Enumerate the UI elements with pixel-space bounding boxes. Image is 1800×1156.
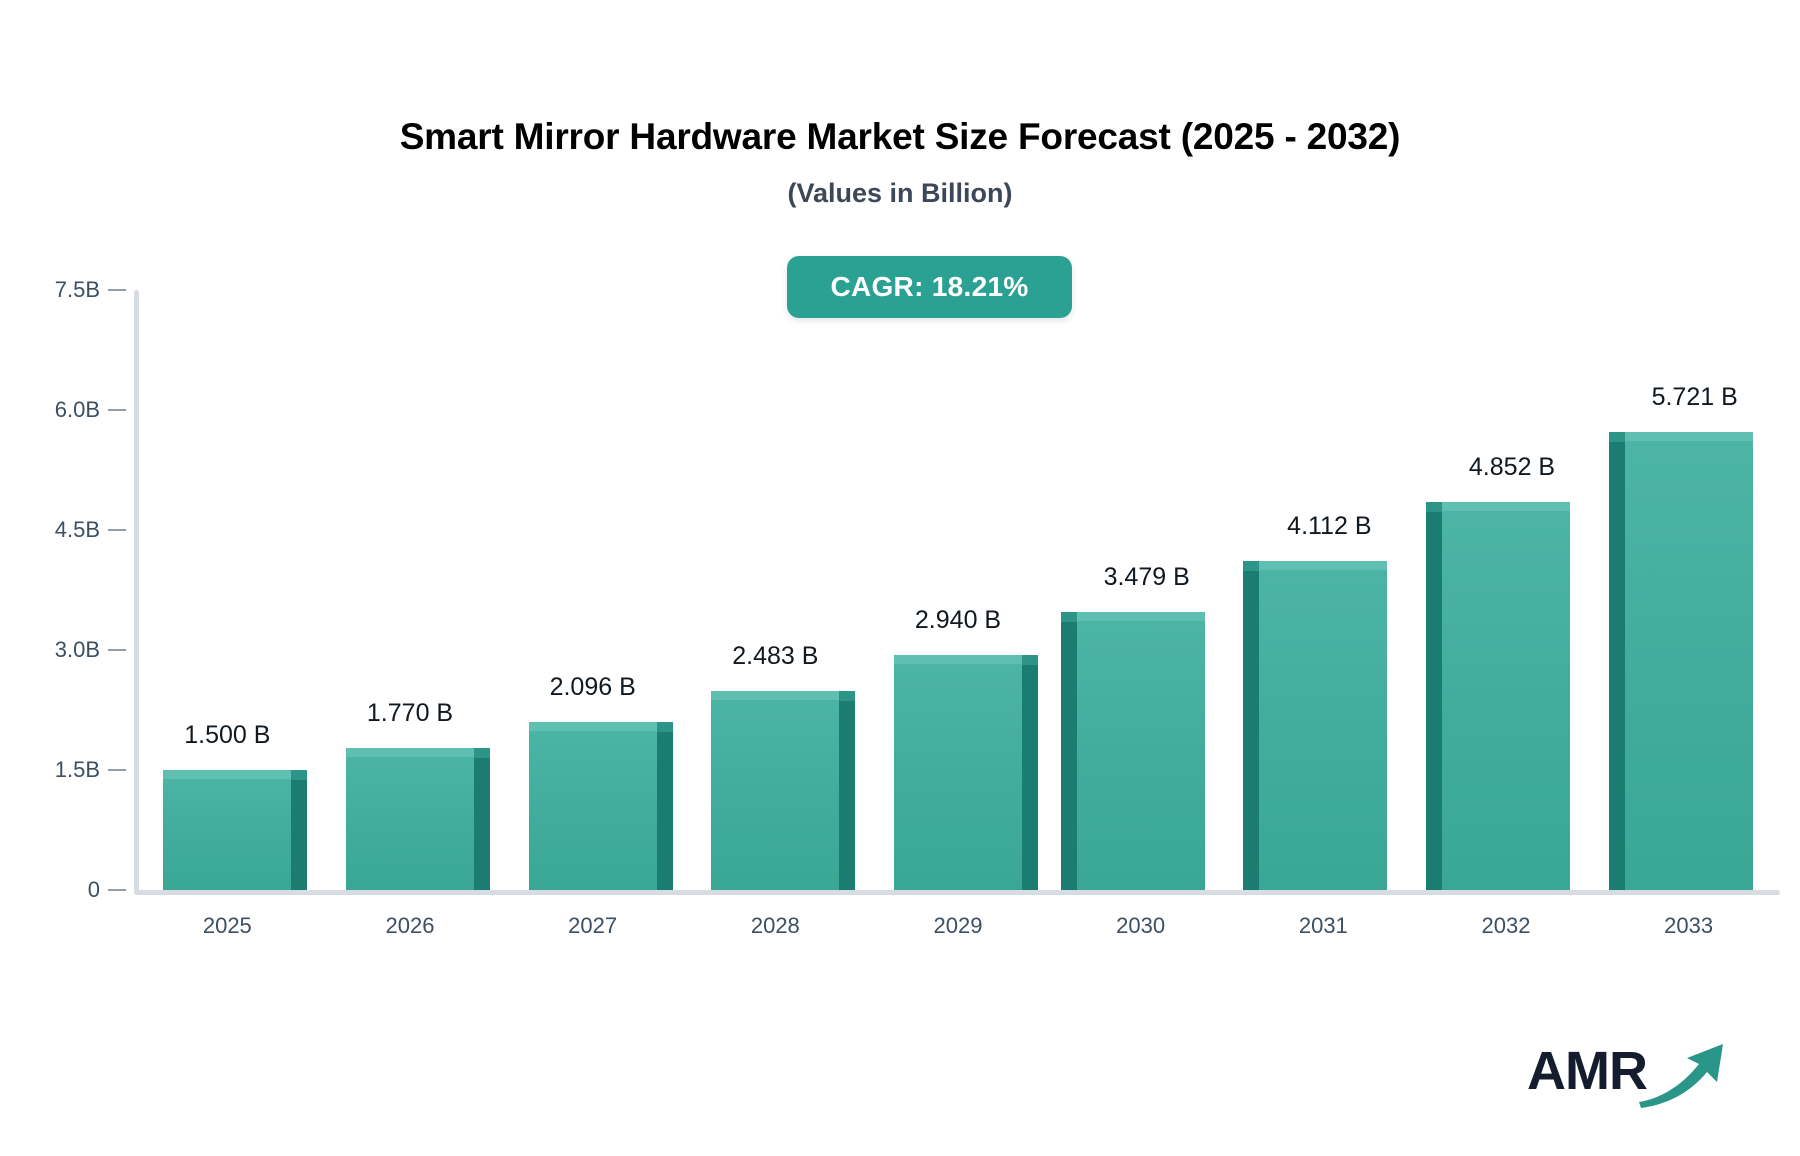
x-axis-tick-label: 2032 <box>1481 913 1531 938</box>
amr-logo: AMR <box>1527 1036 1727 1112</box>
bar-top-face <box>1259 561 1388 571</box>
bar-body <box>1259 561 1388 890</box>
bar-value-label: 2.940 B <box>914 605 1002 634</box>
bar-value-label: 1.500 B <box>184 721 271 749</box>
x-axis-tick-label: 2033 <box>1664 913 1714 938</box>
bar-top-face <box>1624 432 1753 442</box>
bar-side-face <box>656 732 673 890</box>
bar-2031[interactable]: 4.112 B <box>1243 512 1388 890</box>
bar-top-bevel <box>1060 611 1077 622</box>
bar-2027[interactable]: 2.096 B <box>528 673 673 890</box>
y-axis-tick-label: 4.5B <box>54 517 100 542</box>
y-axis-tick-label: 0 <box>87 877 100 902</box>
bar-top-bevel <box>1426 501 1442 512</box>
y-axis-tick-label: 7.5B <box>54 277 100 302</box>
chart-subtitle: (Values in Billion) <box>787 178 1013 208</box>
bar-body <box>1442 501 1570 890</box>
bar-value-label: 5.721 B <box>1651 383 1738 412</box>
cagr-badge-label: CAGR: 18.21% <box>830 271 1029 302</box>
bar-value-label: 4.852 B <box>1468 452 1556 481</box>
cagr-badge: CAGR: 18.21% <box>787 256 1072 318</box>
bar-top-bevel <box>291 770 308 780</box>
bar-side-face <box>1060 621 1077 890</box>
y-axis-tick-label: 6.0B <box>54 397 100 422</box>
bar-top-bevel <box>1243 561 1260 572</box>
bar-body <box>711 691 840 890</box>
y-axis-line <box>134 290 139 895</box>
y-axis-tick-mark <box>108 409 126 411</box>
bar-side-face <box>1608 442 1625 890</box>
y-axis-tick-mark <box>108 889 126 891</box>
bar-top-face <box>163 770 292 779</box>
y-axis-tick-mark <box>108 769 126 771</box>
bar-body <box>894 654 1022 890</box>
x-axis-tick-label: 2027 <box>568 913 618 938</box>
bar-2026[interactable]: 1.770 B <box>346 699 490 890</box>
bar-side-face <box>474 758 490 890</box>
bar-top-bevel <box>1022 654 1038 665</box>
bar-top-bevel <box>839 691 856 702</box>
bar-value-label: 1.770 B <box>366 699 454 728</box>
x-axis-line <box>134 890 1780 895</box>
growth-arrow-icon <box>1639 1044 1723 1108</box>
x-axis-tick-label: 2030 <box>1116 913 1166 938</box>
bar-body <box>1624 432 1753 890</box>
bar-body <box>346 748 474 890</box>
bar-top-face <box>346 748 474 758</box>
bar-top-face <box>1442 501 1570 511</box>
bar-top-face <box>528 722 657 732</box>
y-axis-tick-mark <box>108 289 126 291</box>
bar-2032[interactable]: 4.852 B <box>1426 453 1570 890</box>
x-axis-tick-label: 2028 <box>750 913 800 938</box>
bar-top-bevel <box>1608 432 1625 443</box>
bar-value-label: 4.112 B <box>1287 512 1372 541</box>
bar-body <box>163 770 292 890</box>
bar-side-face <box>1243 571 1260 890</box>
bar-top-face <box>1076 611 1205 621</box>
bar-2033[interactable]: 5.721 B <box>1608 383 1753 890</box>
bar-2029[interactable]: 2.940 B <box>894 606 1038 890</box>
bar-top-face <box>711 691 840 701</box>
bar-value-label: 2.483 B <box>732 642 819 671</box>
bar-side-face <box>291 780 308 890</box>
bar-top-bevel <box>656 722 673 733</box>
bar-2028[interactable]: 2.483 B <box>711 642 856 890</box>
bar-2025[interactable]: 1.500 B <box>163 721 308 890</box>
amr-logo-text: AMR <box>1527 1041 1648 1101</box>
y-axis-tick-mark <box>108 649 126 651</box>
page-title: Smart Mirror Hardware Market Size Foreca… <box>399 116 1401 157</box>
bar-body <box>1076 611 1205 890</box>
bar-side-face <box>1426 511 1442 890</box>
y-axis-tick-label: 3.0B <box>54 637 100 662</box>
bar-body <box>528 722 657 890</box>
y-axis-tick-mark <box>108 529 126 531</box>
x-axis-tick-label: 2031 <box>1298 913 1348 938</box>
x-axis-tick-label: 2025 <box>202 913 252 938</box>
y-axis-tick-label: 1.5B <box>54 757 100 782</box>
bar-value-label: 2.096 B <box>549 673 636 702</box>
bar-side-face <box>1022 664 1038 890</box>
bar-side-face <box>839 701 856 890</box>
bar-value-label: 3.479 B <box>1103 562 1190 591</box>
x-axis-tick-label: 2026 <box>385 913 435 938</box>
bar-2030[interactable]: 3.479 B <box>1060 563 1205 890</box>
bar-top-bevel <box>474 748 490 759</box>
bar-top-face <box>894 654 1022 664</box>
x-axis-tick-label: 2029 <box>933 913 983 938</box>
